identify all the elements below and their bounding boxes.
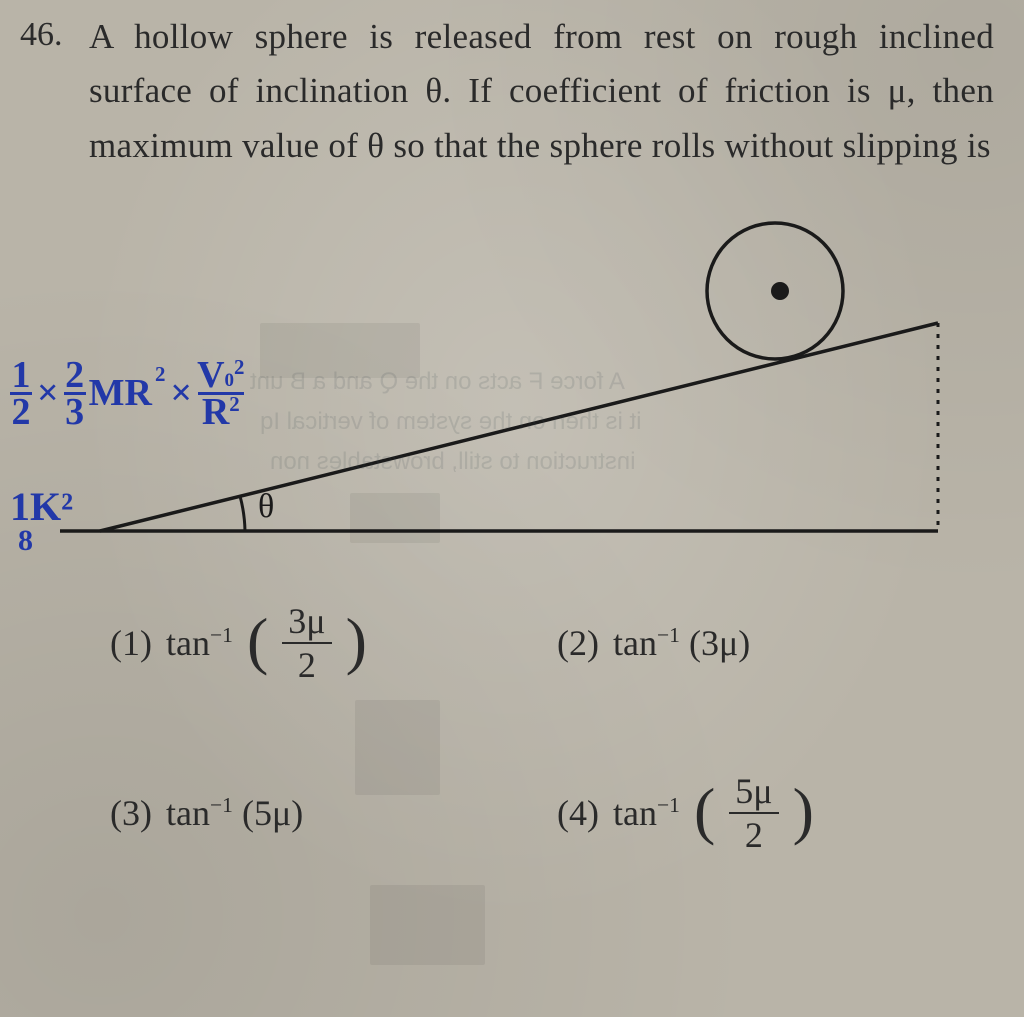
diagram-svg [20,183,980,563]
theta-label: θ [258,488,274,526]
opt1-frac: 3μ 2 [282,603,331,683]
opt2-fn: tan [613,623,657,663]
opt2-num: (2) [557,622,599,664]
opt1-bot: 2 [292,647,322,683]
opt4-top: 5μ [729,773,778,809]
opt1-sup: −1 [210,623,233,647]
question-text: A hollow sphere is released from rest on… [89,10,994,173]
opt4-frac: 5μ 2 [729,773,778,853]
sphere-center-dot [771,282,789,300]
opt4-bot: 2 [739,817,769,853]
opt1-fn: tan [166,623,210,663]
opt2-sup: −1 [657,623,680,647]
opt1-num: (1) [110,622,152,664]
opt3-fn: tan [166,793,210,833]
theta-arc [240,496,245,531]
option-1: (1) tan−1 ( 3μ 2 ) [110,603,507,683]
shadow-object-2 [350,493,440,543]
opt3-num: (3) [110,792,152,834]
question-row: 46. A hollow sphere is released from res… [20,10,994,173]
option-3: (3) tan−1 (5μ) [110,773,507,853]
opt1-paren-r: ) [346,622,367,660]
opt1-top: 3μ [282,603,331,639]
opt4-paren-r: ) [793,792,814,830]
opt4-fn: tan [613,793,657,833]
incline-line [100,323,938,531]
question-number: 46. [20,10,75,54]
opt1-paren-l: ( [247,622,268,660]
inclined-plane-diagram: A force F acts on the Q and a B unt it i… [20,183,980,563]
option-2: (2) tan−1 (3μ) [557,603,954,683]
opt2-arg: (3μ) [689,623,750,663]
opt4-num: (4) [557,792,599,834]
shadow-object-1 [260,323,420,378]
shadow-object-4 [370,885,485,965]
answer-options: (1) tan−1 ( 3μ 2 ) (2) tan−1 (3μ) (3) ta… [20,563,994,853]
shadow-object-3 [355,700,440,795]
opt3-arg: (5μ) [242,793,303,833]
question-page: 46. A hollow sphere is released from res… [0,0,1024,1017]
option-4: (4) tan−1 ( 5μ 2 ) [557,773,954,853]
opt3-sup: −1 [210,793,233,817]
opt4-paren-l: ( [694,792,715,830]
opt4-sup: −1 [657,793,680,817]
